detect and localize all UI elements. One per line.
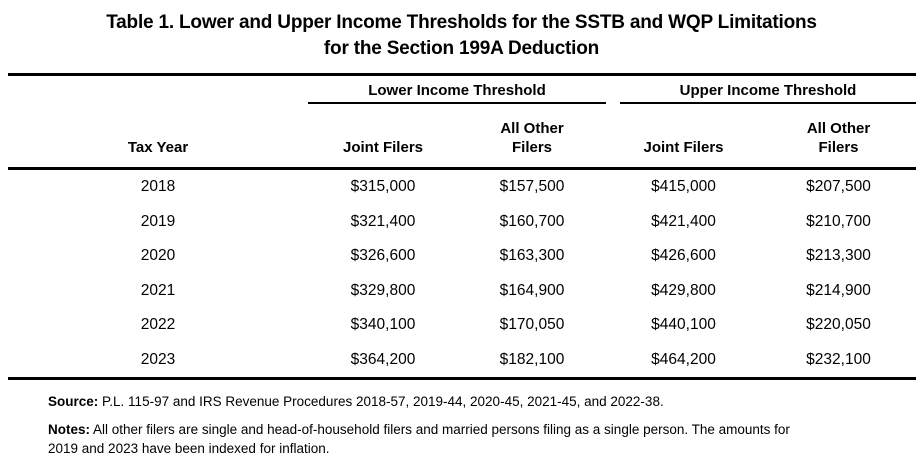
col-header-lower-all-other-filers: All Other Filers <box>458 104 606 170</box>
table-row-2021: 2021 $329,800 $164,900 $429,800 $214,900 <box>8 274 916 309</box>
cell-upper-other: $214,900 <box>806 281 871 299</box>
cell-tax-year: 2018 <box>140 178 176 196</box>
cell-tax-year: 2021 <box>140 281 176 299</box>
table-row-2023: 2023 $364,200 $182,100 $464,200 $232,100 <box>8 343 916 379</box>
table-title: Table 1. Lower and Upper Income Threshol… <box>0 0 923 62</box>
col-header-tax-year: Tax Year <box>8 104 308 170</box>
group-header-upper-income-threshold: Upper Income Threshold <box>620 82 917 104</box>
cell-lower-joint: $326,600 <box>350 247 416 265</box>
cell-lower-other: $182,100 <box>499 350 565 368</box>
col-header-lower-joint-filers: Joint Filers <box>308 104 458 170</box>
cell-lower-other: $157,500 <box>499 178 565 196</box>
cell-upper-joint: $421,400 <box>651 212 716 230</box>
cell-lower-joint: $321,400 <box>350 212 416 230</box>
cell-upper-joint: $415,000 <box>651 178 716 196</box>
cell-tax-year: 2019 <box>140 212 176 230</box>
col-header-upper-joint-filers: Joint Filers <box>606 104 761 170</box>
cell-lower-joint: $340,100 <box>350 316 416 334</box>
cell-upper-joint: $426,600 <box>651 247 716 265</box>
cell-tax-year: 2022 <box>140 316 176 334</box>
cell-lower-other: $160,700 <box>499 212 565 230</box>
cell-upper-joint: $440,100 <box>651 316 716 334</box>
source-note: Source: P.L. 115-97 and IRS Revenue Proc… <box>48 392 905 412</box>
notes-label: Notes: <box>48 421 91 437</box>
notes-note: Notes: All other filers are single and h… <box>48 420 808 459</box>
cell-upper-joint: $464,200 <box>651 350 716 368</box>
cell-upper-other: $232,100 <box>806 350 871 368</box>
group-header-lower-income-threshold: Lower Income Threshold <box>308 82 606 104</box>
table-row-2022: 2022 $340,100 $170,050 $440,100 $220,050 <box>8 308 916 343</box>
notes-text: All other filers are single and head-of-… <box>48 421 790 457</box>
cell-lower-other: $164,900 <box>499 281 565 299</box>
cell-tax-year: 2020 <box>140 247 176 265</box>
cell-lower-other: $163,300 <box>499 247 565 265</box>
group-header-row: Lower Income Threshold Upper Income Thre… <box>8 75 917 105</box>
table-title-line1: Table 1. Lower and Upper Income Threshol… <box>106 12 817 33</box>
cell-lower-joint: $364,200 <box>350 350 416 368</box>
income-thresholds-table: Lower Income Threshold Upper Income Thre… <box>8 73 917 380</box>
source-label: Source: <box>48 394 99 409</box>
cell-upper-other: $210,700 <box>806 212 871 230</box>
col-header-upper-all-other-filers: All Other Filers <box>761 104 917 170</box>
table-row-2018: 2018 $315,000 $157,500 $415,000 $207,500 <box>8 169 916 205</box>
table-title-line2: for the Section 199A Deduction <box>323 38 600 59</box>
cell-upper-other: $220,050 <box>806 316 871 334</box>
cell-upper-other: $213,300 <box>806 247 871 265</box>
column-header-row: Tax Year Joint Filers All Other Filers J… <box>8 104 917 170</box>
cell-lower-joint: $329,800 <box>350 281 416 299</box>
cell-lower-joint: $315,000 <box>350 178 416 196</box>
table-row-2019: 2019 $321,400 $160,700 $421,400 $210,700 <box>8 205 916 240</box>
table-row-2020: 2020 $326,600 $163,300 $426,600 $213,300 <box>8 239 916 274</box>
cell-lower-other: $170,050 <box>499 316 565 334</box>
source-text: P.L. 115-97 and IRS Revenue Procedures 2… <box>102 394 664 409</box>
cell-tax-year: 2023 <box>140 350 176 368</box>
group-header-spacer <box>8 75 308 105</box>
table-footnotes: Source: P.L. 115-97 and IRS Revenue Proc… <box>48 392 905 459</box>
cell-upper-joint: $429,800 <box>651 281 716 299</box>
cell-upper-other: $207,500 <box>806 178 871 196</box>
